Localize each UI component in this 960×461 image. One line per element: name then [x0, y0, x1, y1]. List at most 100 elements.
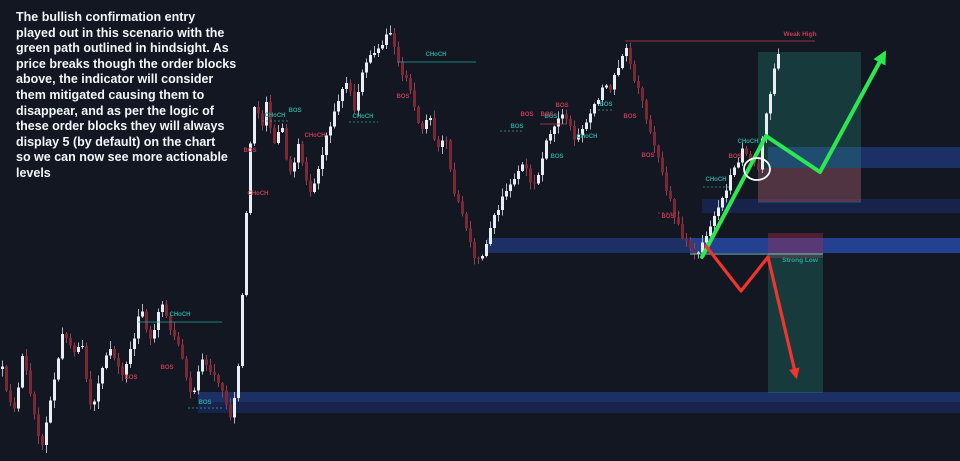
annotation-line: price breaks though the order blocks [16, 56, 237, 71]
candle-body [661, 157, 664, 173]
structure-label: BOS [160, 365, 173, 371]
candle-body [625, 47, 628, 56]
candle-body [41, 436, 44, 446]
candle-body [17, 387, 20, 409]
candle-body [49, 400, 52, 423]
candle-body [433, 118, 436, 140]
candles [1, 25, 780, 453]
candle-body [157, 311, 160, 331]
structure-label: BOS [396, 94, 409, 100]
candle-body [165, 304, 168, 316]
annotation-line: so we can now see more actionable [16, 150, 228, 165]
candle-body [265, 102, 268, 126]
candle-body [673, 199, 676, 218]
annotation-line: display 5 (by default) on the chart [16, 134, 216, 149]
structure-label: BOS [661, 214, 674, 220]
candle-body [397, 46, 400, 62]
candle-body [37, 414, 40, 437]
candle-body [453, 169, 456, 194]
candle-body [649, 119, 652, 132]
annotation-line: levels [16, 165, 51, 180]
candle-body [729, 175, 732, 191]
candle-body [377, 48, 380, 53]
candle-body [329, 126, 332, 136]
candle-body [429, 118, 432, 120]
candle-body [769, 93, 772, 114]
candle-body [145, 311, 148, 330]
candle-body [605, 85, 608, 88]
candle-body [53, 379, 56, 401]
candle-body [369, 55, 372, 63]
candle-body [757, 163, 760, 170]
candle-body [309, 180, 312, 193]
candle-body [473, 241, 476, 258]
candle-body [229, 404, 232, 418]
candle-body [609, 85, 612, 90]
candle-body [517, 171, 520, 179]
candle-body [461, 201, 464, 214]
candle-body [225, 390, 228, 405]
candle-body [129, 349, 132, 365]
order-block-demand [487, 238, 960, 253]
candle-body [289, 159, 292, 172]
candle-body [353, 91, 356, 111]
candle-body [653, 131, 656, 146]
structure-label: CHoCH [353, 114, 374, 120]
structure-label: CHoCH [706, 177, 727, 183]
candle-body [381, 44, 384, 49]
candle-body [677, 217, 680, 224]
order-block-lower-light [198, 392, 960, 402]
candle-body [617, 67, 620, 75]
candle-body [149, 329, 152, 339]
structure-label: BOS [728, 154, 741, 160]
level-label: Weak High [783, 31, 816, 38]
candle-body [257, 107, 260, 114]
candle-body [665, 172, 668, 191]
entry-highlight-circle [743, 157, 771, 181]
candle-body [569, 119, 572, 126]
order-block-upper [768, 147, 960, 168]
candle-wick [142, 304, 143, 319]
candle-body [705, 236, 708, 243]
candle-body [489, 227, 492, 245]
candle-body [689, 240, 692, 249]
candle-body [113, 348, 116, 359]
annotation-line: these order blocks they will always [16, 119, 225, 134]
candle-body [137, 316, 140, 339]
candle-body [301, 143, 304, 163]
candle-body [193, 390, 196, 393]
candle-body [61, 334, 64, 359]
candle-body [637, 80, 640, 88]
candle-body [765, 113, 768, 139]
candle-body [509, 184, 512, 191]
candle-body [201, 359, 204, 372]
candle-body [305, 162, 308, 181]
candle-body [125, 364, 128, 376]
candle-body [421, 122, 424, 130]
candle-body [745, 148, 748, 154]
candle-body [545, 140, 548, 159]
candle-body [81, 345, 84, 347]
candle-body [29, 370, 32, 394]
candle-body [325, 135, 328, 155]
candle-body [221, 383, 224, 391]
structure-label: BOS [550, 154, 563, 160]
structure-label: CHoCH [305, 133, 326, 139]
candle-body [313, 183, 316, 193]
candle-body [681, 224, 684, 239]
candle-body [589, 113, 592, 123]
candle-body [573, 125, 576, 140]
candle-body [285, 128, 288, 160]
candle-body [577, 135, 580, 140]
candle-body [45, 422, 48, 446]
candle-body [245, 213, 248, 295]
structure-label: BOS [124, 375, 137, 381]
candle-body [173, 329, 176, 337]
candle-body [485, 244, 488, 257]
candle-body [409, 77, 412, 91]
candle-wick [374, 45, 375, 58]
candle-body [121, 366, 124, 376]
